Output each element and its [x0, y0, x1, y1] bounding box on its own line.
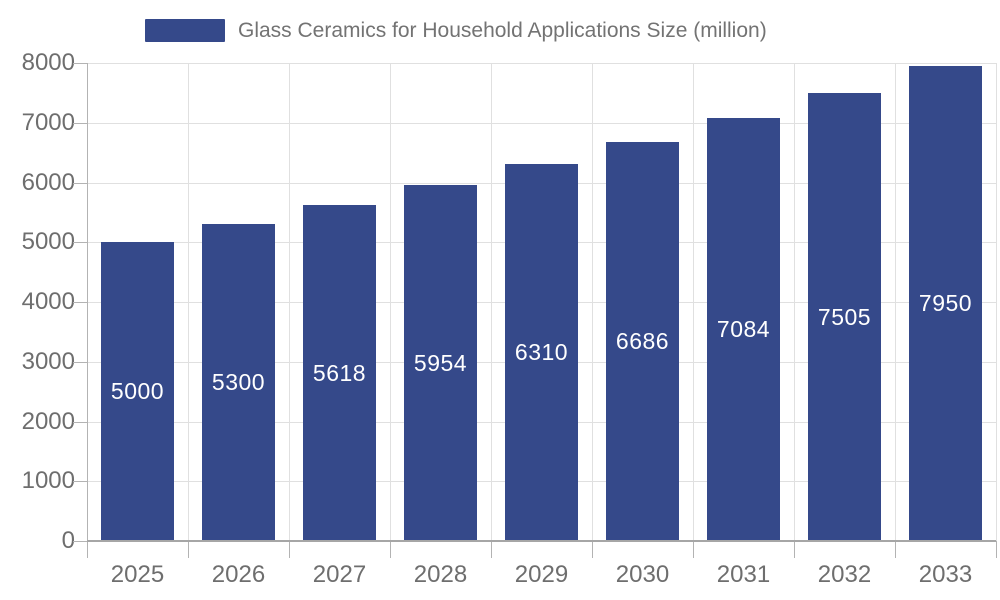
x-axis-tick — [289, 541, 290, 558]
y-axis-line — [87, 63, 88, 541]
y-axis-tick — [73, 182, 87, 184]
bar-2030[interactable]: 6686 — [606, 142, 679, 541]
v-gridline — [895, 63, 896, 541]
v-gridline — [693, 63, 694, 541]
y-axis-tick — [73, 361, 87, 363]
bar-value-label: 5000 — [110, 378, 165, 404]
bar-value-label: 7950 — [918, 290, 973, 316]
y-axis-tick-label: 8000 — [21, 49, 75, 76]
bar-2032[interactable]: 7505 — [808, 93, 881, 541]
y-axis-tick-label: 1000 — [21, 467, 75, 495]
bar-2029[interactable]: 6310 — [505, 164, 578, 541]
y-axis-tick-label: 4000 — [21, 288, 75, 315]
x-axis-tick-label: 2028 — [413, 561, 468, 588]
x-axis-tick-label: 2029 — [514, 561, 569, 588]
y-axis-tick — [73, 302, 87, 303]
x-axis-tick-label: 2026 — [211, 561, 266, 588]
y-axis-tick-label: 0 — [61, 527, 75, 554]
y-axis-tick-label: 5000 — [21, 228, 75, 256]
x-axis-tick — [491, 541, 492, 558]
x-axis-line — [87, 540, 996, 542]
x-axis-tick — [592, 541, 593, 558]
bar-value-label: 6310 — [514, 339, 569, 365]
bar-2026[interactable]: 5300 — [202, 224, 275, 541]
x-axis-tick — [87, 541, 88, 558]
y-axis-tick — [73, 122, 87, 124]
x-axis-tick-label: 2032 — [817, 561, 872, 588]
v-gridline — [491, 63, 492, 541]
x-axis-tick-label: 2033 — [918, 561, 973, 588]
y-axis-tick-label: 3000 — [21, 347, 75, 375]
v-gridline — [996, 63, 997, 541]
bar-value-label: 6686 — [615, 328, 670, 354]
bar-value-label: 5300 — [211, 369, 266, 395]
y-axis-tick-label: 7000 — [21, 108, 75, 136]
h-gridline — [87, 122, 996, 124]
x-axis-tick — [390, 541, 391, 558]
h-gridline — [87, 63, 996, 64]
x-axis-tick — [188, 541, 189, 558]
legend-label: Glass Ceramics for Household Application… — [238, 19, 767, 42]
bar-value-label: 7084 — [716, 316, 771, 342]
x-axis-tick-label: 2027 — [312, 561, 367, 588]
bar-2033[interactable]: 7950 — [909, 66, 982, 541]
y-axis-tick — [73, 541, 87, 542]
bar-2027[interactable]: 5618 — [303, 205, 376, 541]
x-axis-tick-label: 2031 — [716, 561, 771, 588]
x-axis-tick — [794, 541, 795, 558]
y-axis-tick — [73, 242, 87, 244]
bar-value-label: 5618 — [312, 359, 367, 386]
bar-2031[interactable]: 7084 — [707, 118, 780, 541]
y-axis-tick — [73, 421, 87, 423]
x-axis-tick-label: 2030 — [615, 561, 670, 588]
y-axis-tick — [73, 63, 87, 64]
bar-value-label: 7505 — [817, 303, 872, 330]
v-gridline — [794, 63, 795, 541]
v-gridline — [390, 63, 391, 541]
y-axis-tick-label: 2000 — [21, 407, 75, 435]
x-axis-tick — [996, 541, 997, 558]
v-gridline — [592, 63, 593, 541]
x-axis-tick — [693, 541, 694, 558]
legend-item[interactable]: Glass Ceramics for Household Application… — [145, 18, 767, 43]
bar-2028[interactable]: 5954 — [404, 185, 477, 541]
x-axis-tick-label: 2025 — [110, 561, 165, 588]
v-gridline — [188, 63, 189, 541]
x-axis-tick — [895, 541, 896, 558]
bar-2025[interactable]: 5000 — [101, 242, 174, 541]
v-gridline — [289, 63, 290, 541]
legend-swatch — [145, 19, 225, 42]
bar-value-label: 5954 — [413, 349, 468, 376]
y-axis-tick-label: 6000 — [21, 168, 75, 196]
y-axis-tick — [73, 481, 87, 483]
